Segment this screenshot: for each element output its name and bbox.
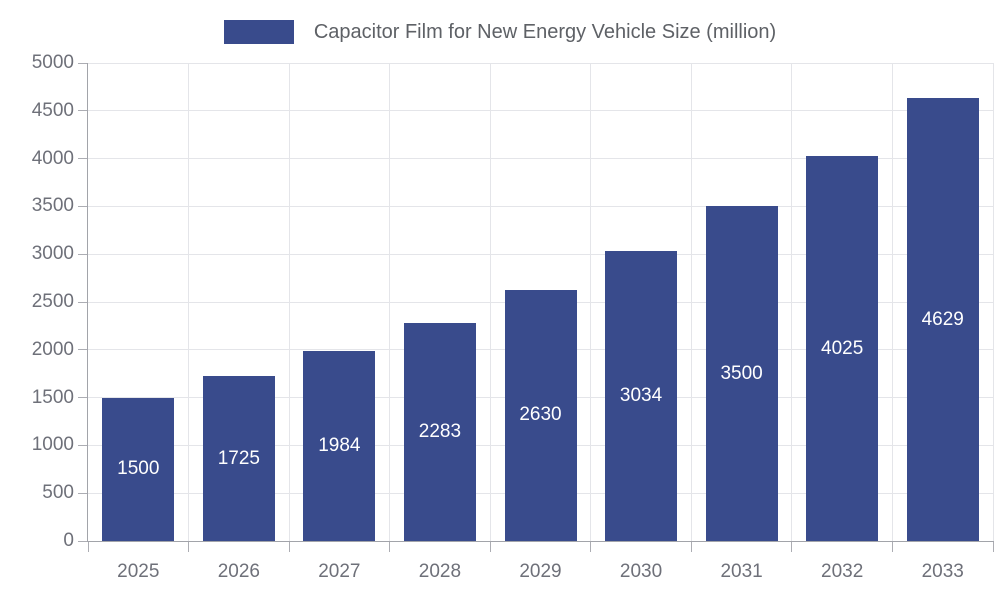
bar-2033[interactable]: 4629 xyxy=(906,98,979,541)
legend-swatch xyxy=(223,20,294,44)
x-axis-label: 2032 xyxy=(821,561,864,582)
gridline-vertical xyxy=(891,63,893,541)
y-axis-label: 5000 xyxy=(31,52,74,73)
x-axis-tick xyxy=(87,542,89,552)
y-axis-tick xyxy=(78,397,88,399)
bar-2026[interactable]: 1725 xyxy=(202,376,275,541)
gridline-vertical xyxy=(489,63,491,541)
bar-2029[interactable]: 2630 xyxy=(504,289,577,541)
bar-2032[interactable]: 4025 xyxy=(806,156,879,541)
y-axis-label: 4000 xyxy=(31,147,74,169)
y-axis-tick xyxy=(78,110,88,112)
bar-value-label: 4025 xyxy=(821,337,864,359)
bar-value-label: 1725 xyxy=(217,447,260,469)
y-axis-tick xyxy=(78,301,88,303)
gridline-horizontal xyxy=(88,62,993,64)
x-axis-label: 2025 xyxy=(117,561,160,582)
bar-2027[interactable]: 1984 xyxy=(303,351,376,541)
y-axis-label: 3000 xyxy=(31,243,74,265)
bar-value-label: 1984 xyxy=(318,435,361,457)
x-axis-tick xyxy=(188,542,190,552)
x-axis-label: 2033 xyxy=(921,561,964,582)
y-axis-tick xyxy=(78,492,88,494)
x-axis-tick xyxy=(891,542,893,552)
y-axis-line xyxy=(87,63,88,541)
legend[interactable]: Capacitor Film for New Energy Vehicle Si… xyxy=(0,20,1000,44)
y-axis-label: 2000 xyxy=(31,338,74,360)
x-axis-label: 2028 xyxy=(418,561,462,582)
bar-2031[interactable]: 3500 xyxy=(705,206,778,541)
x-axis-tick xyxy=(791,542,793,552)
gridline-vertical xyxy=(188,63,190,541)
y-axis-label: 3500 xyxy=(31,195,74,217)
bar-value-label: 2283 xyxy=(418,420,462,442)
gridline-vertical xyxy=(791,63,793,541)
bar-value-label: 4629 xyxy=(921,308,964,330)
y-axis-label: 4500 xyxy=(31,99,74,121)
y-axis-tick xyxy=(78,62,88,64)
y-axis-label: 0 xyxy=(63,530,74,551)
bar-value-label: 3034 xyxy=(619,384,663,406)
bar-value-label: 2630 xyxy=(519,404,562,426)
x-axis-tick xyxy=(288,542,290,552)
x-axis-tick xyxy=(590,542,592,552)
gridline-horizontal xyxy=(88,205,993,207)
bar-value-label: 1500 xyxy=(117,458,160,480)
x-axis-tick xyxy=(992,542,994,552)
bar-2025[interactable]: 1500 xyxy=(102,397,175,541)
gridline-vertical xyxy=(992,63,994,541)
bar-2028[interactable]: 2283 xyxy=(403,322,476,541)
y-axis-tick xyxy=(78,205,88,207)
gridline-vertical xyxy=(690,63,692,541)
legend-label: Capacitor Film for New Energy Vehicle Si… xyxy=(313,20,777,43)
x-axis-label: 2031 xyxy=(720,561,763,582)
x-axis-label: 2027 xyxy=(318,561,361,582)
x-axis-label: 2026 xyxy=(217,561,260,582)
y-axis-label: 1500 xyxy=(31,386,74,408)
gridline-vertical xyxy=(590,63,592,541)
gridline-horizontal xyxy=(88,253,993,255)
x-axis-label: 2030 xyxy=(619,561,663,582)
bar-value-label: 3500 xyxy=(720,362,763,384)
y-axis-tick xyxy=(78,444,88,446)
y-axis-tick xyxy=(78,253,88,255)
y-axis-label: 2500 xyxy=(31,291,74,312)
bar-2030[interactable]: 3034 xyxy=(605,250,678,541)
gridline-vertical xyxy=(389,63,391,541)
x-axis-tick xyxy=(389,542,391,552)
gridline-horizontal xyxy=(88,158,993,160)
gridline-vertical xyxy=(288,63,290,541)
x-axis-tick xyxy=(690,542,692,552)
gridline-horizontal xyxy=(88,110,993,112)
x-axis-label: 2029 xyxy=(519,561,562,582)
y-axis-label: 500 xyxy=(42,482,74,504)
y-axis-tick xyxy=(78,349,88,351)
y-axis-tick xyxy=(78,158,88,160)
y-axis-tick xyxy=(78,540,88,542)
x-axis-tick xyxy=(489,542,491,552)
y-axis-label: 1000 xyxy=(31,434,74,456)
x-axis-line xyxy=(87,541,994,542)
